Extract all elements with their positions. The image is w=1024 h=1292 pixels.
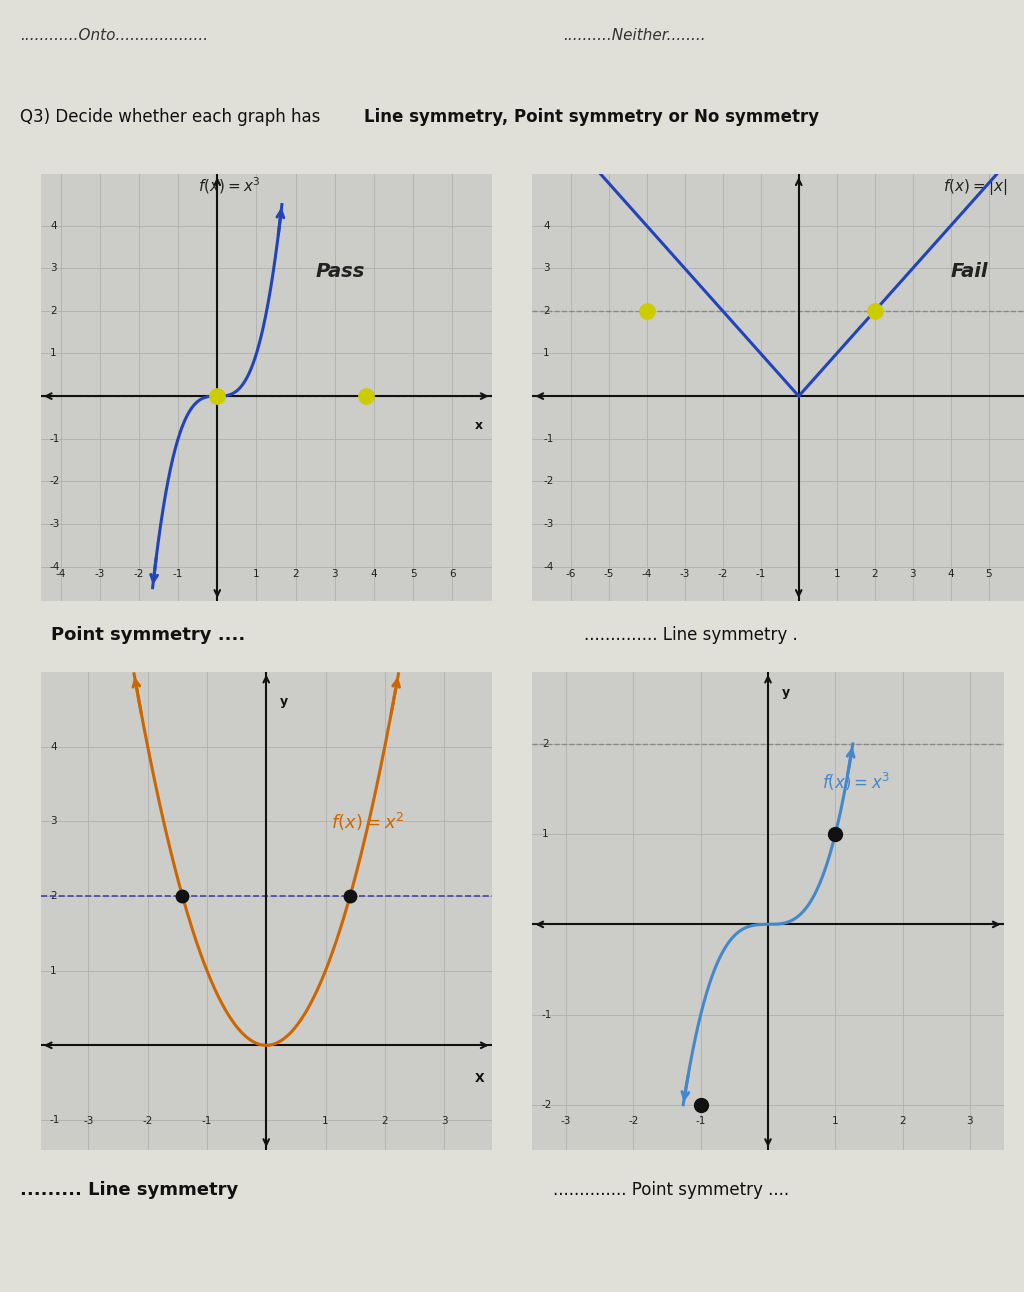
- Text: -3: -3: [50, 519, 60, 528]
- Text: $f(x)=x^2$: $f(x)=x^2$: [332, 810, 404, 833]
- Text: ..........Neither........: ..........Neither........: [563, 28, 706, 43]
- Text: -1: -1: [756, 570, 766, 579]
- Text: 1: 1: [834, 570, 840, 579]
- Text: -4: -4: [55, 570, 66, 579]
- Text: $f(x)=x^3$: $f(x)=x^3$: [198, 176, 260, 196]
- Text: $f(x)=x^3$: $f(x)=x^3$: [822, 771, 890, 793]
- Text: 3: 3: [909, 570, 916, 579]
- Text: 4: 4: [947, 570, 954, 579]
- Text: -3: -3: [83, 1116, 93, 1125]
- Text: 2: 2: [292, 570, 299, 579]
- Text: 1: 1: [50, 965, 56, 975]
- Text: 1: 1: [543, 349, 550, 358]
- Text: -1: -1: [173, 570, 183, 579]
- Text: -4: -4: [641, 570, 651, 579]
- Text: 4: 4: [543, 221, 550, 230]
- Text: ......... Line symmetry: ......... Line symmetry: [20, 1181, 239, 1199]
- Text: 1: 1: [831, 1116, 839, 1125]
- Text: -2: -2: [50, 477, 60, 486]
- Text: X: X: [475, 1072, 484, 1085]
- Text: 1: 1: [253, 570, 260, 579]
- Text: x: x: [475, 420, 483, 433]
- Text: 5: 5: [410, 570, 417, 579]
- Text: ............Onto...................: ............Onto...................: [20, 28, 209, 43]
- Text: 2: 2: [50, 306, 56, 315]
- Text: 6: 6: [450, 570, 456, 579]
- Text: Pass: Pass: [315, 262, 365, 280]
- Text: -3: -3: [94, 570, 104, 579]
- Text: 1: 1: [323, 1116, 329, 1125]
- Text: Point symmetry ....: Point symmetry ....: [51, 625, 246, 643]
- Text: -3: -3: [543, 519, 554, 528]
- Text: -3: -3: [680, 570, 690, 579]
- Text: -1: -1: [543, 434, 554, 443]
- Text: 3: 3: [332, 570, 338, 579]
- Text: 5: 5: [985, 570, 992, 579]
- Text: -1: -1: [542, 1009, 552, 1019]
- Text: -1: -1: [202, 1116, 212, 1125]
- Text: 3: 3: [50, 817, 56, 826]
- Text: 3: 3: [543, 264, 550, 273]
- Text: .............. Line symmetry .: .............. Line symmetry .: [584, 625, 798, 643]
- Text: $f(x)=|x|$: $f(x)=|x|$: [943, 177, 1008, 198]
- Text: 3: 3: [50, 264, 56, 273]
- Text: -1: -1: [50, 434, 60, 443]
- Text: -2: -2: [134, 570, 144, 579]
- Text: 2: 2: [871, 570, 879, 579]
- Text: -2: -2: [629, 1116, 639, 1125]
- Text: 1: 1: [50, 349, 56, 358]
- Text: -3: -3: [561, 1116, 571, 1125]
- Text: 4: 4: [50, 221, 56, 230]
- Text: 3: 3: [440, 1116, 447, 1125]
- Text: -2: -2: [718, 570, 728, 579]
- Text: .............. Point symmetry ....: .............. Point symmetry ....: [553, 1181, 790, 1199]
- Text: -5: -5: [603, 570, 613, 579]
- Text: 2: 2: [542, 739, 549, 749]
- Text: 2: 2: [50, 891, 56, 901]
- Text: -2: -2: [142, 1116, 153, 1125]
- Text: y: y: [280, 695, 288, 708]
- Text: Q3) Decide whether each graph has: Q3) Decide whether each graph has: [20, 107, 326, 125]
- Text: -4: -4: [50, 562, 60, 571]
- Text: y: y: [782, 686, 791, 699]
- Text: 2: 2: [899, 1116, 906, 1125]
- Text: -2: -2: [542, 1099, 552, 1110]
- Text: 2: 2: [382, 1116, 388, 1125]
- Text: -2: -2: [543, 477, 554, 486]
- Text: -1: -1: [695, 1116, 706, 1125]
- Text: 4: 4: [371, 570, 377, 579]
- Text: -4: -4: [543, 562, 554, 571]
- Text: Fail: Fail: [951, 262, 988, 280]
- Text: 3: 3: [967, 1116, 973, 1125]
- Text: 4: 4: [50, 742, 56, 752]
- Text: 1: 1: [542, 829, 549, 840]
- Text: -1: -1: [50, 1115, 60, 1125]
- Text: -6: -6: [565, 570, 575, 579]
- Text: Line symmetry, Point symmetry or No symmetry: Line symmetry, Point symmetry or No symm…: [364, 107, 818, 125]
- Text: 2: 2: [543, 306, 550, 315]
